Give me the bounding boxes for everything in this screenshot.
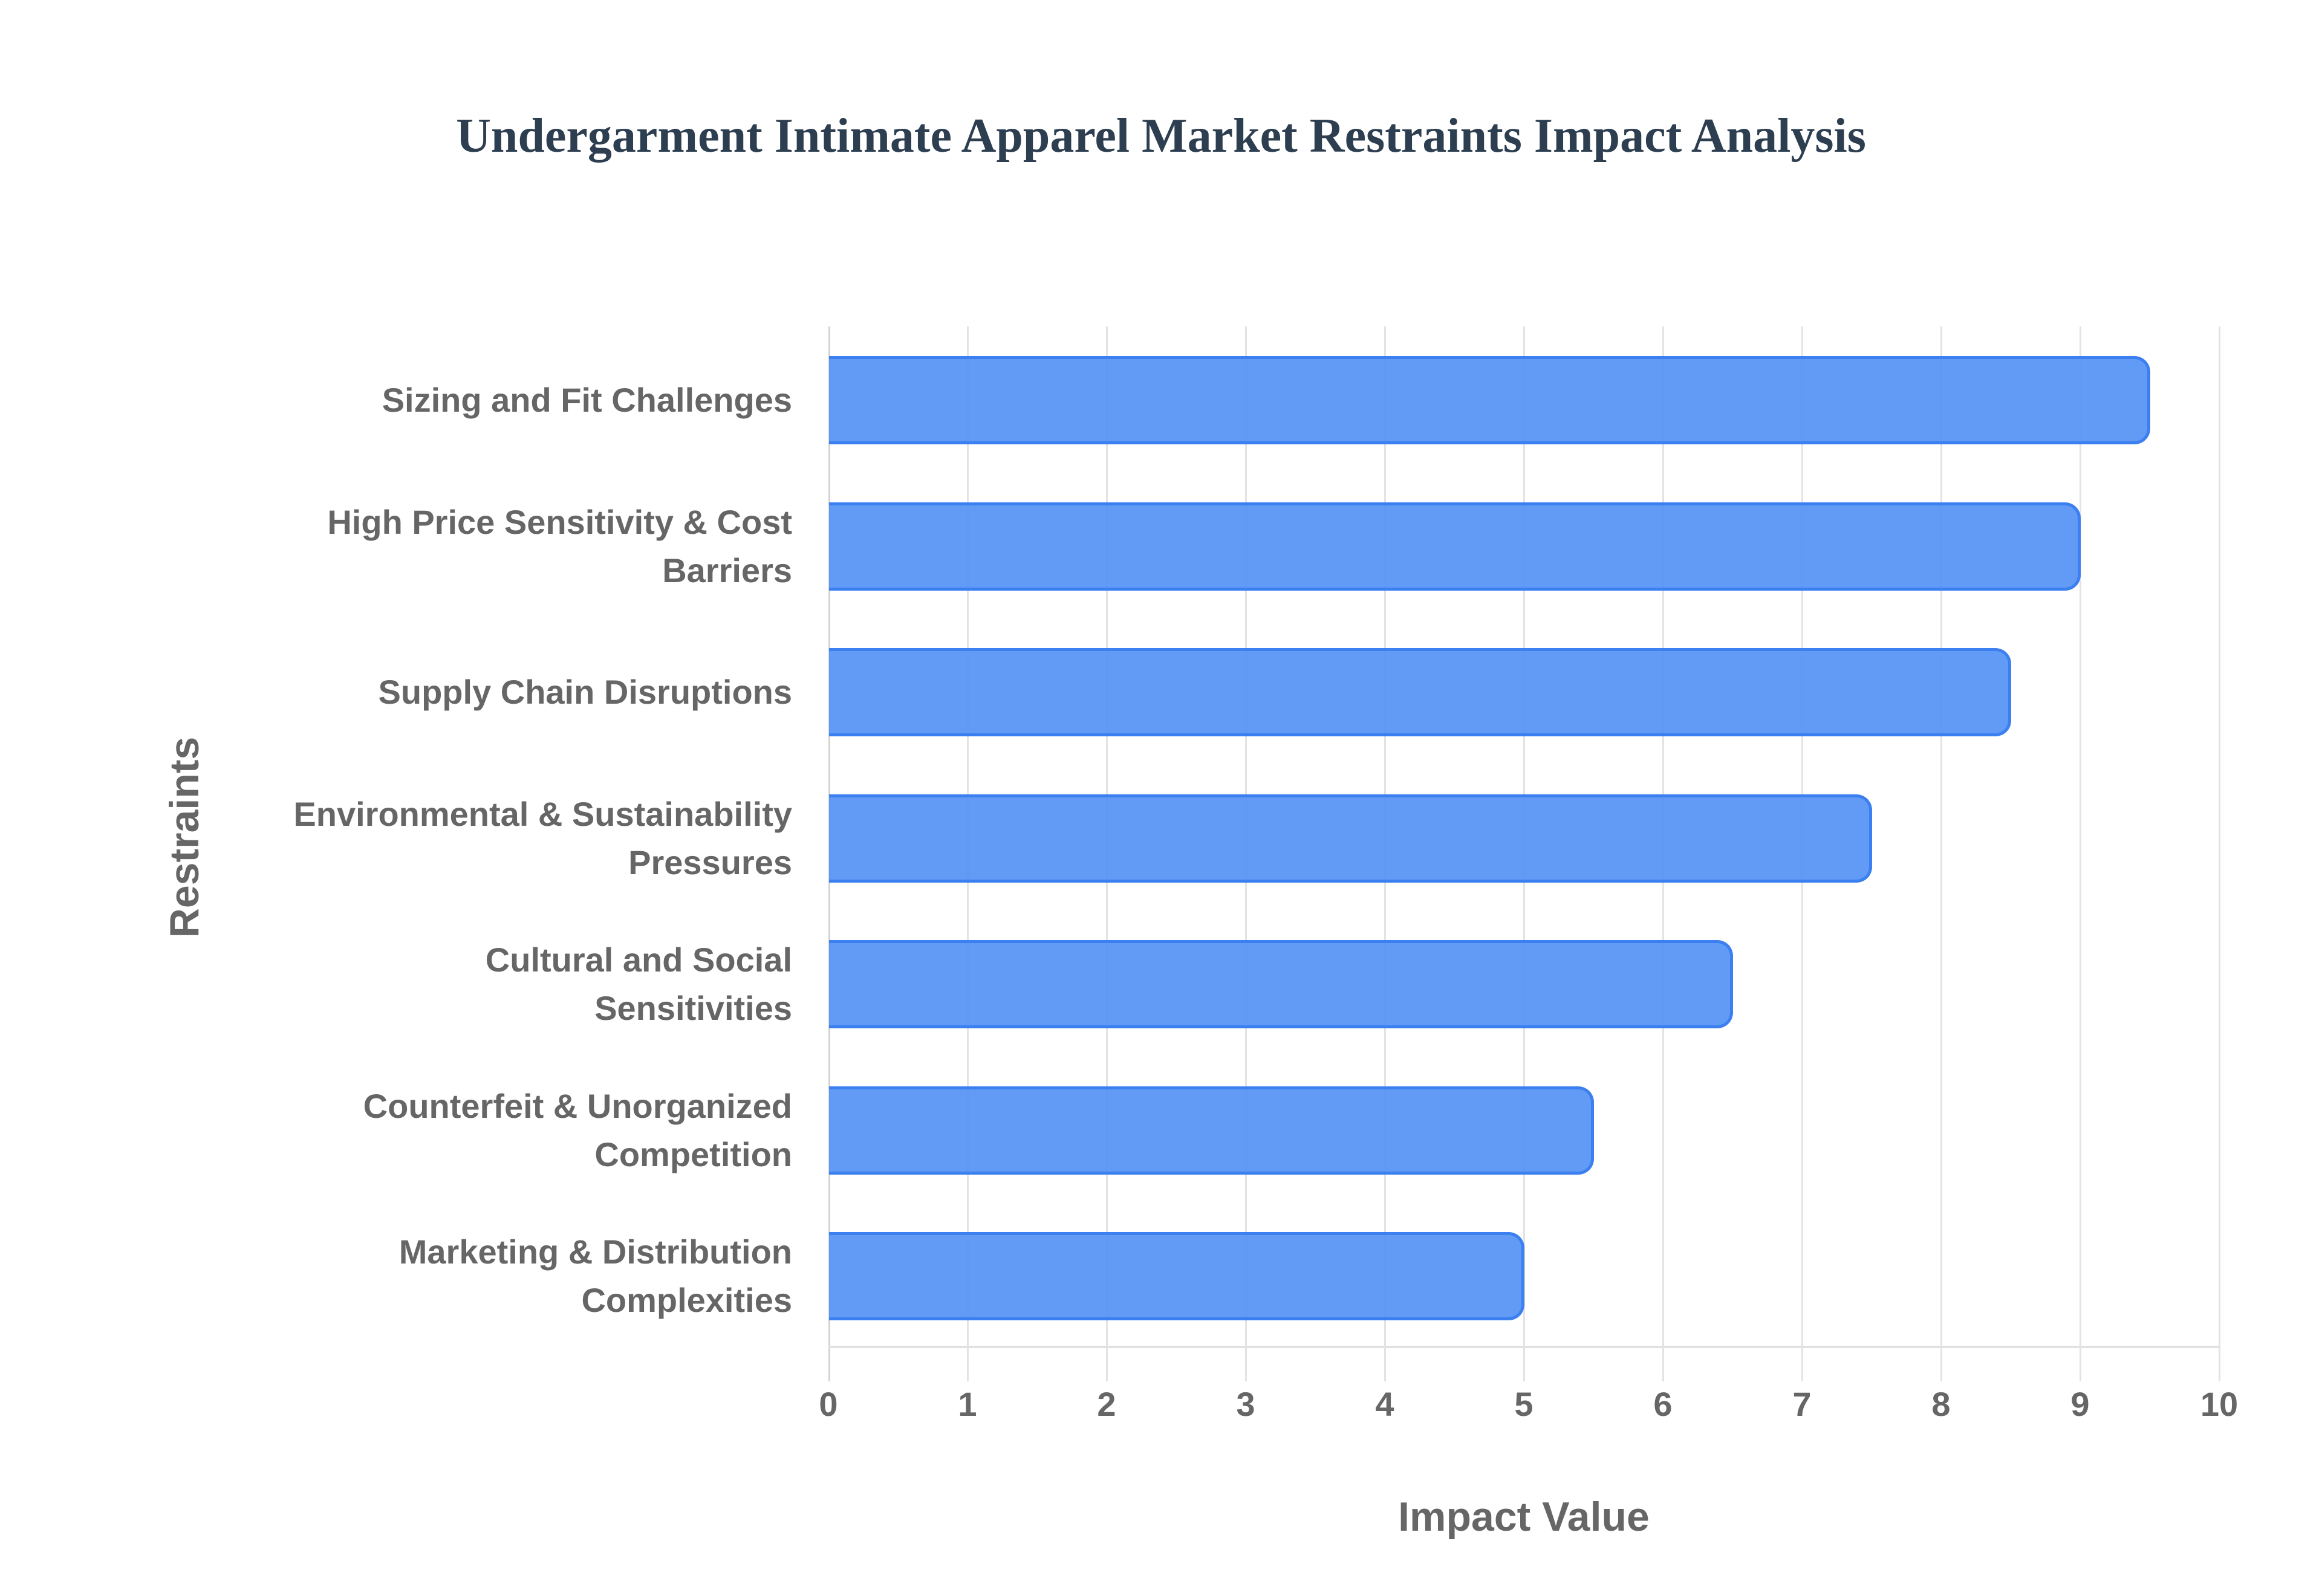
x-tick-label: 6 bbox=[1653, 1385, 1673, 1423]
y-tick-label-line: Counterfeit & Unorganized bbox=[363, 1086, 792, 1125]
y-tick-label: Supply Chain Disruptions bbox=[248, 668, 792, 716]
y-tick-label: Sizing and Fit Challenges bbox=[248, 376, 792, 424]
y-tick-label-line: Cultural and Social bbox=[485, 941, 792, 979]
y-tick-label: Counterfeit & Unorganized Competition bbox=[248, 1082, 792, 1179]
y-tick-label-line: High Price Sensitivity & Cost bbox=[327, 502, 792, 541]
y-tick-label-line: Sensitivities bbox=[594, 989, 792, 1027]
bar[interactable] bbox=[829, 502, 2081, 591]
y-tick-label-line: Environmental & Sustainability bbox=[293, 794, 792, 833]
bar[interactable] bbox=[829, 794, 1872, 883]
y-tick-label-line: Marketing & Distribution bbox=[398, 1233, 792, 1271]
bar[interactable] bbox=[829, 940, 1733, 1028]
x-tick-label: 4 bbox=[1375, 1385, 1394, 1423]
y-tick-label: Marketing & Distribution Complexities bbox=[248, 1228, 792, 1325]
x-tick-label: 10 bbox=[2200, 1385, 2239, 1423]
chart-title: Undergarment Intimate Apparel Market Res… bbox=[456, 109, 1866, 163]
x-tick-label: 3 bbox=[1236, 1385, 1255, 1423]
gridline bbox=[2080, 326, 2081, 1381]
bar[interactable] bbox=[829, 1232, 1524, 1320]
y-tick-label-line: Pressures bbox=[628, 843, 792, 881]
y-tick-label: Cultural and Social Sensitivities bbox=[248, 936, 792, 1033]
gridline bbox=[1940, 326, 1942, 1381]
x-tick-label: 2 bbox=[1097, 1385, 1116, 1423]
x-tick-label: 0 bbox=[819, 1385, 838, 1423]
gridline bbox=[2219, 326, 2220, 1381]
x-tick-label: 9 bbox=[2070, 1385, 2090, 1423]
y-tick-label-line: Sizing and Fit Challenges bbox=[382, 381, 792, 419]
y-tick-label: Environmental & Sustainability Pressures bbox=[248, 790, 792, 887]
bar[interactable] bbox=[829, 356, 2150, 444]
y-tick-label-line: Barriers bbox=[662, 551, 792, 589]
x-tick-label: 7 bbox=[1792, 1385, 1812, 1423]
y-tick-label-line: Complexities bbox=[581, 1281, 792, 1319]
x-tick-label: 8 bbox=[1931, 1385, 1951, 1423]
y-tick-label-line: Supply Chain Disruptions bbox=[378, 673, 792, 711]
x-tick-label: 5 bbox=[1514, 1385, 1533, 1423]
y-tick-label: High Price Sensitivity & Cost Barriers bbox=[248, 498, 792, 595]
y-tick-label-line: Competition bbox=[594, 1135, 792, 1173]
x-axis-title: Impact Value bbox=[1398, 1494, 1650, 1540]
plot-area bbox=[828, 326, 2220, 1381]
y-axis-title: Restraints bbox=[161, 736, 207, 938]
x-tick-label: 1 bbox=[958, 1385, 977, 1423]
bar[interactable] bbox=[829, 1086, 1594, 1175]
bar[interactable] bbox=[829, 648, 2011, 736]
